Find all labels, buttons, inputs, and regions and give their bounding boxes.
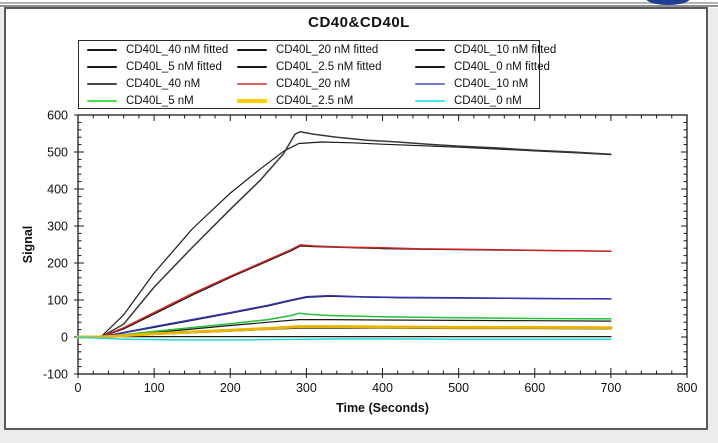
svg-text:100: 100 <box>144 381 165 395</box>
legend-item: CD40L_10 nM <box>415 75 556 92</box>
svg-text:600: 600 <box>524 381 545 395</box>
legend-label: CD40L_20 nM <box>276 77 351 90</box>
legend-item: CD40L_10 nM fitted <box>415 41 556 58</box>
x-axis-ticks <box>77 115 688 378</box>
series-cd40l-40-nm-fitted <box>77 141 612 338</box>
legend-line-swatch <box>87 65 117 68</box>
series-cd40l-0-nm <box>77 336 612 341</box>
legend-item: CD40L_40 nM <box>87 75 237 92</box>
logo-ellipse-icon <box>646 0 690 5</box>
svg-text:200: 200 <box>220 381 241 395</box>
legend-label: CD40L_0 nM <box>454 94 522 107</box>
legend-label: CD40L_5 nM <box>126 94 194 107</box>
svg-text:0: 0 <box>61 331 68 345</box>
y-axis-label: Signal <box>21 226 35 264</box>
y-tick-labels: -100 0 100 200 300 400 500 600 <box>43 109 68 382</box>
svg-text:100: 100 <box>47 294 68 308</box>
legend-item: CD40L_20 nM <box>237 75 415 92</box>
legend-label: CD40L_10 nM <box>454 77 529 90</box>
legend-item: CD40L_2.5 nM <box>237 92 415 109</box>
legend-line-swatch <box>87 99 117 102</box>
svg-text:400: 400 <box>372 381 393 395</box>
legend-label: CD40L_20 nM fitted <box>276 43 379 56</box>
window-top-border-dark <box>0 5 718 7</box>
legend-line-swatch <box>87 82 117 85</box>
legend-line-swatch <box>237 65 267 68</box>
legend-item: CD40L_2.5 nM fitted <box>237 58 415 75</box>
legend-line-swatch <box>237 48 267 51</box>
legend-line-swatch <box>415 99 445 102</box>
legend-line-swatch <box>415 48 445 51</box>
legend-line-swatch <box>237 82 267 85</box>
legend-label: CD40L_10 nM fitted <box>454 43 557 56</box>
legend-item: CD40L_40 nM fitted <box>87 41 237 58</box>
series-cd40l-20-nm <box>77 244 612 338</box>
svg-text:700: 700 <box>600 381 621 395</box>
legend-item: CD40L_20 nM fitted <box>237 41 415 58</box>
legend-label: CD40L_0 nM fitted <box>454 60 550 73</box>
x-axis-label: Time (Seconds) <box>336 401 429 415</box>
y-axis-ticks <box>74 114 687 375</box>
svg-text:600: 600 <box>47 109 68 123</box>
legend-line-swatch <box>237 98 267 103</box>
legend-item: CD40L_0 nM <box>415 92 556 109</box>
legend-line-swatch <box>415 82 445 85</box>
legend-label: CD40L_2.5 nM <box>276 94 354 107</box>
series-cd40l-2-5-nm <box>76 325 613 339</box>
legend-line-swatch <box>87 48 117 51</box>
svg-text:500: 500 <box>47 146 68 160</box>
series-cd40l-10-nm <box>77 294 612 338</box>
legend-label: CD40L_40 nM <box>126 77 201 90</box>
legend-item: CD40L_5 nM <box>87 92 237 109</box>
series-cd40l-40-nm <box>77 130 612 338</box>
svg-text:500: 500 <box>448 381 469 395</box>
legend-label: CD40L_5 nM fitted <box>126 60 222 73</box>
legend-item: CD40L_5 nM fitted <box>87 58 237 75</box>
svg-text:400: 400 <box>47 183 68 197</box>
legend-line-swatch <box>415 65 445 68</box>
svg-text:300: 300 <box>296 381 317 395</box>
x-tick-labels: 0 100 200 300 400 500 600 700 800 <box>75 381 698 395</box>
chart-title: CD40&CD40L <box>308 14 410 31</box>
svg-text:300: 300 <box>47 220 68 234</box>
legend-item: CD40L_0 nM fitted <box>415 58 556 75</box>
window-top-border-light <box>0 2 718 4</box>
legend-label: CD40L_40 nM fitted <box>126 43 229 56</box>
legend-label: CD40L_2.5 nM fitted <box>276 60 382 73</box>
series-cd40l-5-nm <box>77 312 612 338</box>
svg-text:0: 0 <box>75 381 82 395</box>
svg-text:200: 200 <box>47 257 68 271</box>
chart-legend: CD40L_40 nM fitted CD40L_20 nM fitted CD40… <box>78 40 556 109</box>
svg-text:800: 800 <box>677 381 698 395</box>
series-cd40l-20-nm-fitted <box>77 245 612 338</box>
svg-text:-100: -100 <box>43 368 68 382</box>
window-top-strip <box>0 0 718 8</box>
